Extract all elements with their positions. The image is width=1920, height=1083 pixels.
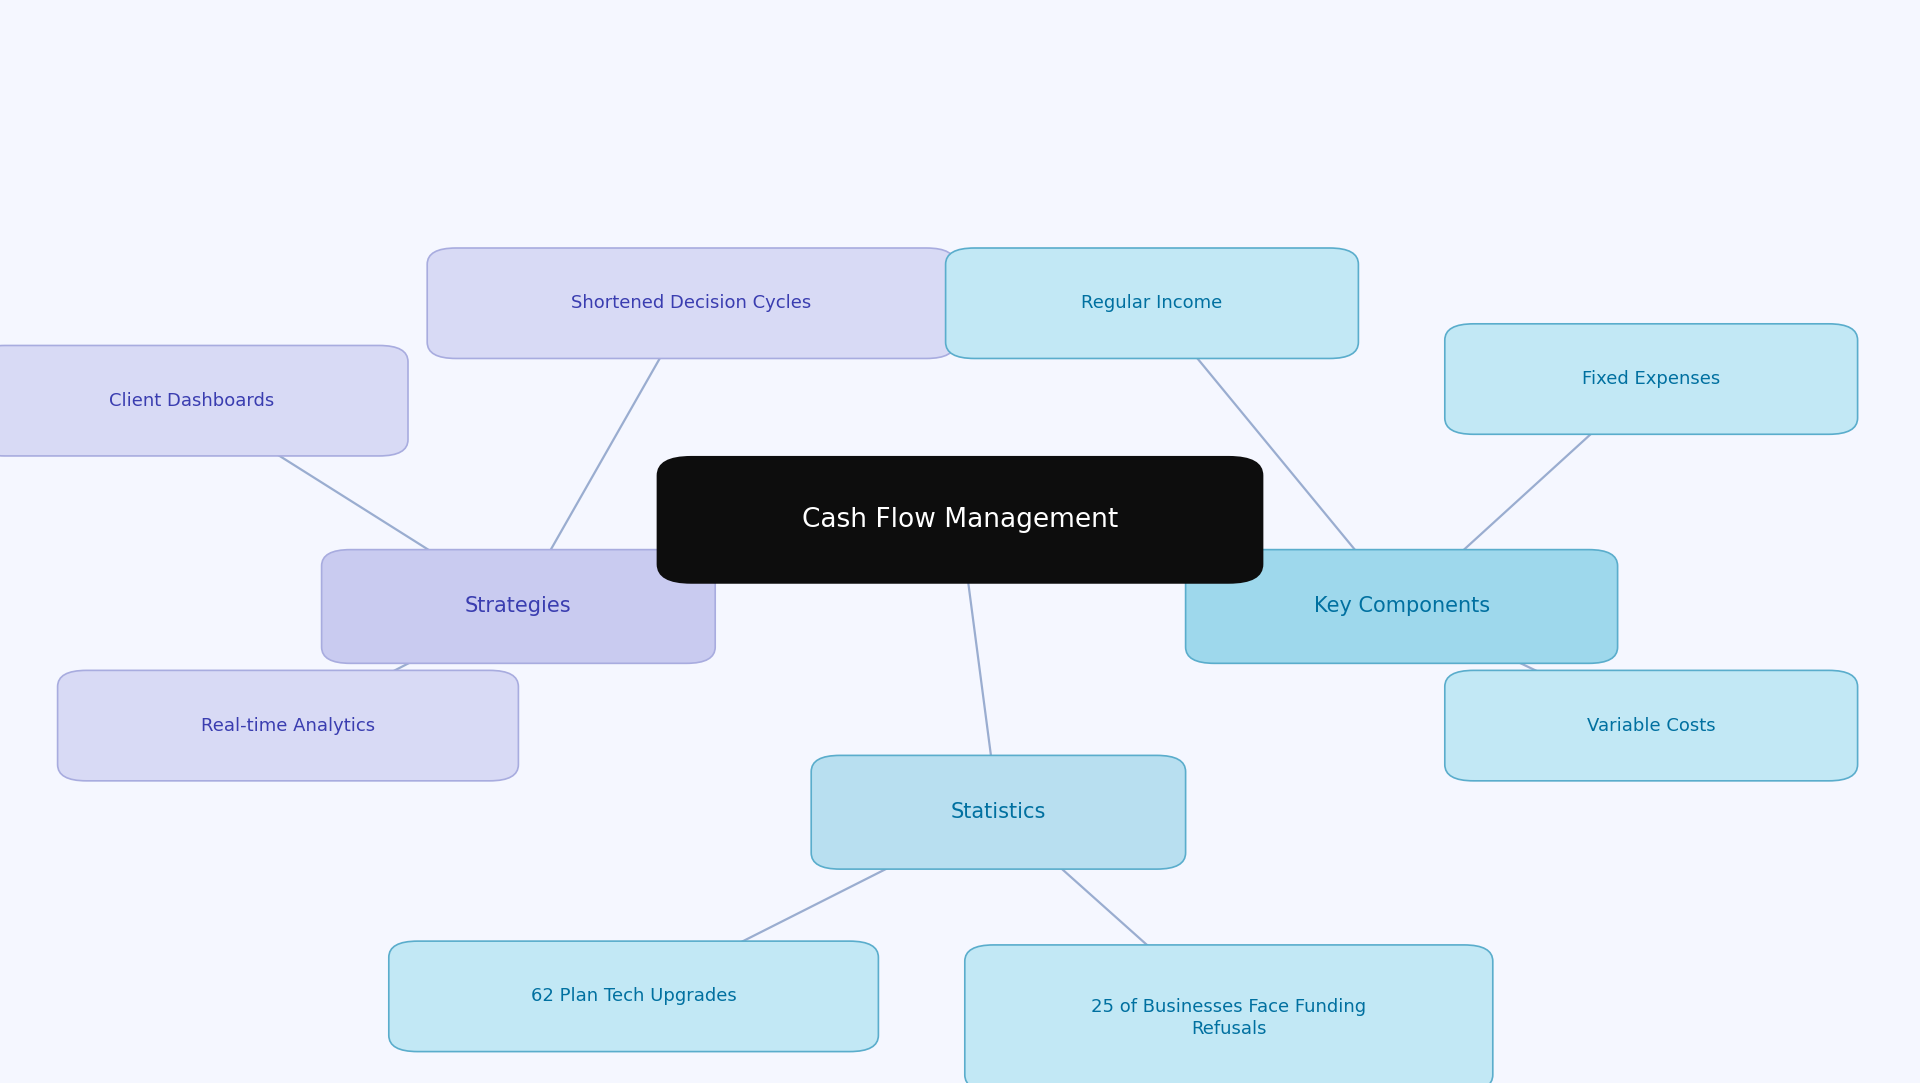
FancyBboxPatch shape	[323, 550, 714, 663]
Text: 25 of Businesses Face Funding
Refusals: 25 of Businesses Face Funding Refusals	[1091, 997, 1367, 1039]
FancyBboxPatch shape	[1444, 324, 1857, 434]
Text: Key Components: Key Components	[1313, 597, 1490, 616]
FancyBboxPatch shape	[1444, 670, 1857, 781]
Text: Fixed Expenses: Fixed Expenses	[1582, 370, 1720, 388]
FancyBboxPatch shape	[810, 756, 1185, 869]
FancyBboxPatch shape	[58, 670, 518, 781]
Text: Cash Flow Management: Cash Flow Management	[803, 507, 1117, 533]
FancyBboxPatch shape	[388, 941, 879, 1052]
FancyBboxPatch shape	[426, 248, 956, 358]
Text: Variable Costs: Variable Costs	[1588, 717, 1715, 734]
Text: 62 Plan Tech Upgrades: 62 Plan Tech Upgrades	[530, 988, 737, 1005]
Text: Shortened Decision Cycles: Shortened Decision Cycles	[570, 295, 812, 312]
FancyBboxPatch shape	[657, 456, 1263, 584]
FancyBboxPatch shape	[966, 944, 1494, 1083]
Text: Real-time Analytics: Real-time Analytics	[202, 717, 374, 734]
Text: Strategies: Strategies	[465, 597, 572, 616]
Text: Regular Income: Regular Income	[1081, 295, 1223, 312]
FancyBboxPatch shape	[0, 345, 409, 456]
FancyBboxPatch shape	[1185, 550, 1617, 663]
Text: Client Dashboards: Client Dashboards	[109, 392, 275, 409]
Text: Statistics: Statistics	[950, 803, 1046, 822]
FancyBboxPatch shape	[945, 248, 1357, 358]
